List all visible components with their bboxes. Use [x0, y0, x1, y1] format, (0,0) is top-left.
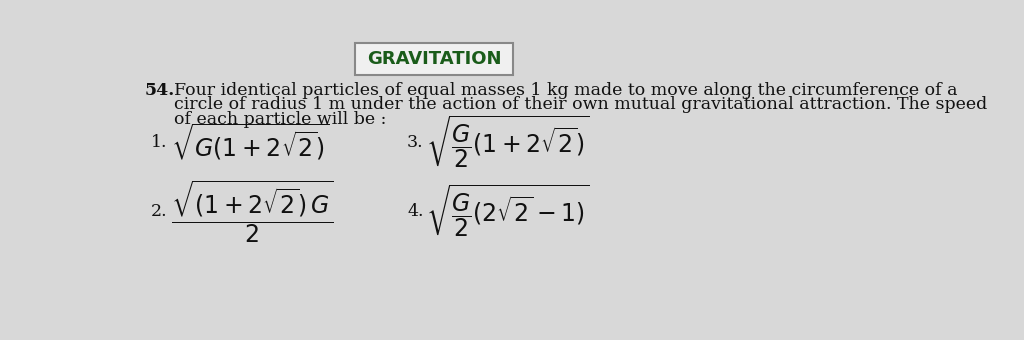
Text: 3.: 3.: [407, 134, 424, 151]
Text: Four identical particles of equal masses 1 kg made to move along the circumferen: Four identical particles of equal masses…: [174, 82, 958, 99]
Text: GRAVITATION: GRAVITATION: [367, 50, 502, 68]
Text: 4.: 4.: [407, 203, 424, 220]
Text: $\sqrt{\dfrac{G}{2}(2\sqrt{2}-1)}$: $\sqrt{\dfrac{G}{2}(2\sqrt{2}-1)}$: [426, 183, 590, 240]
Text: 2.: 2.: [152, 203, 168, 220]
Text: of each particle will be :: of each particle will be :: [174, 111, 387, 128]
Text: 54.: 54.: [145, 82, 175, 99]
Text: $\sqrt{\dfrac{G}{2}(1+2\sqrt{2})}$: $\sqrt{\dfrac{G}{2}(1+2\sqrt{2})}$: [426, 114, 590, 171]
FancyBboxPatch shape: [358, 46, 510, 72]
Text: 1.: 1.: [152, 134, 168, 151]
Text: circle of radius 1 m under the action of their own mutual gravitational attracti: circle of radius 1 m under the action of…: [174, 96, 988, 113]
Text: $\dfrac{\sqrt{(1+2\sqrt{2})\,G}}{2}$: $\dfrac{\sqrt{(1+2\sqrt{2})\,G}}{2}$: [171, 178, 334, 245]
Text: $\sqrt{G(1+2\sqrt{2})}$: $\sqrt{G(1+2\sqrt{2})}$: [171, 122, 330, 163]
FancyBboxPatch shape: [355, 43, 513, 75]
